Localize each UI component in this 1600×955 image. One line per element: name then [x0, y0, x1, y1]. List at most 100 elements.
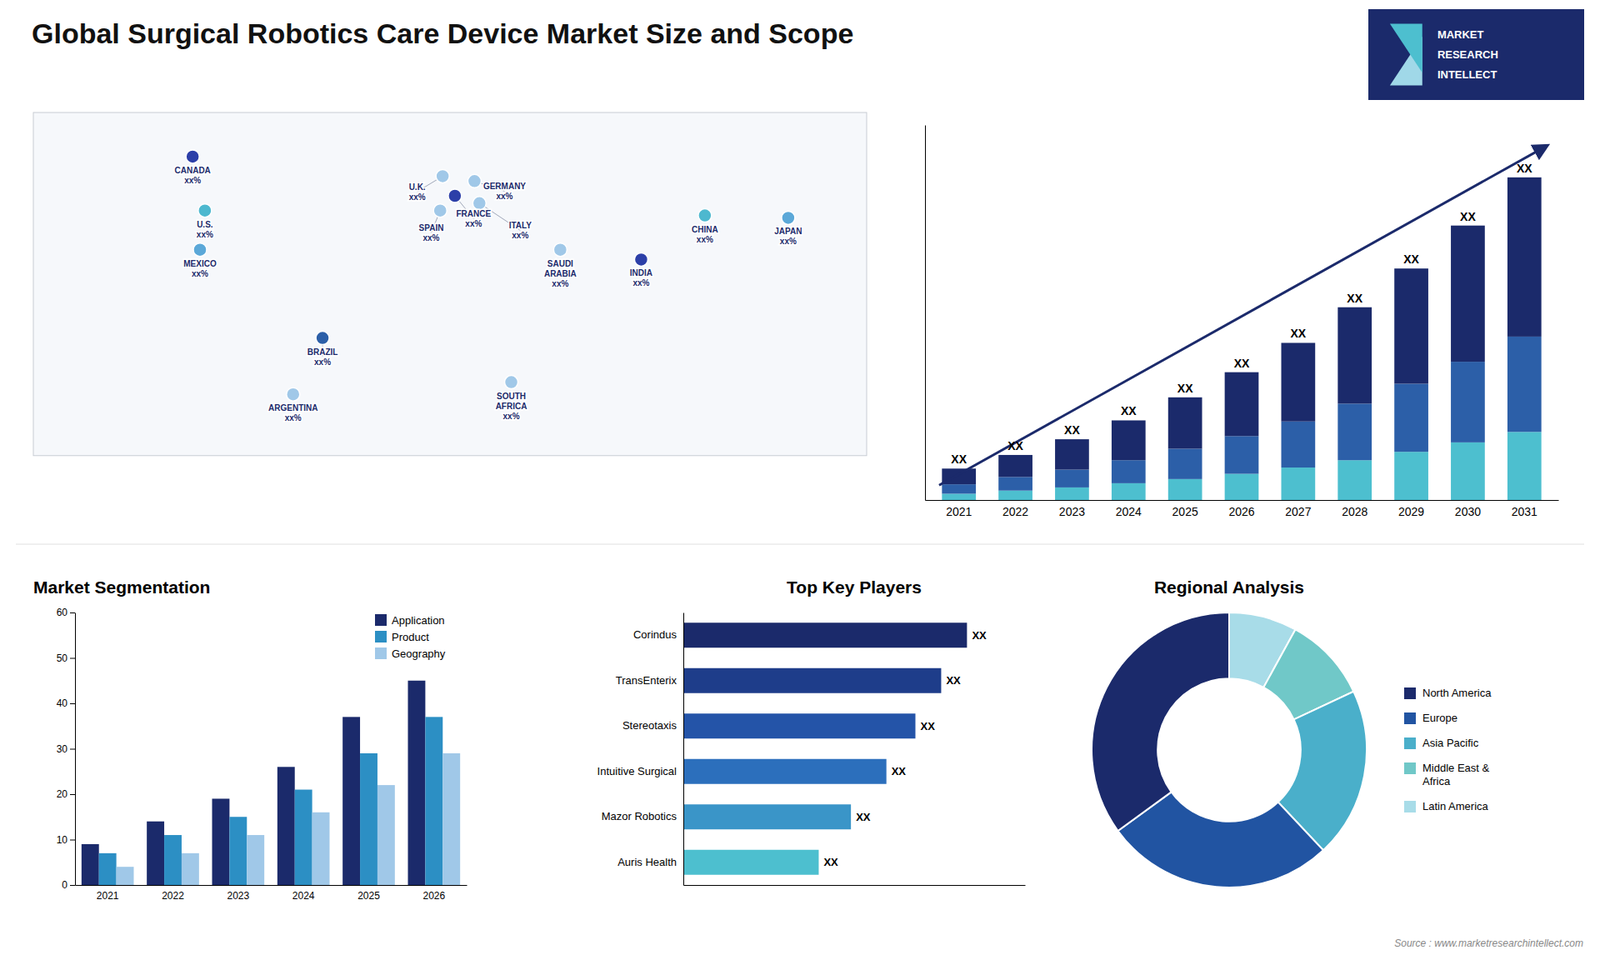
tick-label: 2026	[1228, 505, 1255, 519]
country-marker	[781, 210, 795, 225]
tick-label: 2027	[1285, 505, 1311, 519]
tick: 2027	[1285, 500, 1311, 519]
tick-label: TransEnterix	[615, 674, 678, 687]
chart-title: Top Key Players	[786, 577, 922, 597]
bars	[683, 622, 967, 875]
axis	[925, 125, 926, 501]
legend-label: Latin America	[1422, 800, 1490, 813]
donut-chart: Regional Analysis North America Europe Asia…	[1091, 577, 1492, 888]
text-line: xx%	[191, 269, 209, 279]
bar	[81, 844, 100, 885]
bar	[181, 853, 200, 885]
country-label: SPAINxx%	[419, 223, 445, 243]
tick-label: 2022	[1002, 505, 1029, 519]
text-line: ARGENTINA	[268, 403, 318, 413]
country-marker	[435, 169, 450, 183]
logo: MARKETRESEARCHINTELLECT	[1368, 9, 1585, 100]
slices	[1091, 612, 1367, 888]
bar	[146, 821, 165, 885]
text-line: BRAZIL	[307, 347, 339, 357]
bar	[683, 713, 915, 739]
legend-label: Geography	[391, 647, 446, 660]
tick: 40	[56, 697, 75, 710]
tick: 2029	[1398, 500, 1425, 519]
chart-title: Regional Analysis	[1154, 577, 1305, 597]
legend-swatch	[1404, 762, 1416, 775]
logo-text: INTELLECT	[1437, 68, 1498, 81]
text-line: Europe	[1422, 711, 1458, 725]
legend-swatch	[375, 630, 387, 643]
tick-label: 2021	[945, 505, 972, 519]
tick-label: 10	[56, 834, 69, 846]
bar	[442, 753, 460, 885]
bar-segment	[1507, 177, 1542, 337]
bar	[295, 790, 313, 885]
bar-segment	[1111, 483, 1146, 500]
country-marker	[448, 189, 462, 203]
axis: CorindusTransEnterixStereotaxisIntuitive…	[597, 613, 685, 886]
text-line: xx%	[495, 191, 513, 201]
text-line: GERMANY	[483, 181, 526, 191]
tick-label: 2028	[1341, 505, 1368, 519]
bar-segment	[1450, 361, 1485, 443]
country-label: BRAZILxx%	[307, 347, 339, 367]
bar-segment	[1281, 467, 1316, 500]
country-label: SAUDIARABIAxx%	[544, 259, 577, 289]
bar-segment	[1225, 474, 1260, 500]
bars	[81, 680, 460, 885]
tick-label: 2031	[1511, 505, 1538, 519]
bar	[246, 835, 265, 885]
text-line: ARABIA	[544, 269, 577, 279]
map-markers	[185, 150, 795, 401]
bar-segment	[998, 476, 1033, 490]
legend: ApplicationProductGeography	[375, 614, 446, 660]
text-line: MEXICO	[183, 259, 217, 269]
legend-item: Latin America	[1404, 800, 1490, 813]
country-marker	[286, 387, 300, 401]
tick: 2025	[357, 885, 380, 902]
tick: 2025	[1172, 500, 1199, 519]
bar-segment	[1394, 383, 1429, 452]
bar-segment	[1111, 460, 1146, 484]
country-label: ARGENTINAxx%	[268, 403, 318, 423]
country-marker	[467, 174, 481, 188]
bar-annotation: XX	[891, 765, 907, 778]
bar	[342, 716, 360, 885]
bar	[683, 622, 967, 648]
bar-annotation: XX	[1064, 423, 1080, 437]
tick-label: 2024	[1115, 505, 1142, 519]
country-marker	[315, 331, 330, 345]
text-line: Asia Pacific	[1422, 736, 1480, 750]
tick-label: Corindus	[633, 628, 678, 641]
bar-annotation: XX	[950, 452, 967, 466]
tick-line	[70, 658, 75, 660]
legend-swatch	[375, 647, 387, 660]
axis-line	[683, 613, 685, 886]
tick-line	[70, 794, 75, 795]
bar-segment	[941, 484, 976, 494]
tick: 2022	[1002, 500, 1029, 519]
bar-annotation: XX	[823, 855, 839, 869]
source: Source : www.marketresearchintellect.com	[1394, 937, 1584, 950]
bar-segment	[998, 490, 1033, 500]
country-label: SOUTHAFRICAxx%	[495, 391, 528, 421]
bar-segment	[1055, 439, 1090, 470]
legend-label: Product	[391, 630, 430, 644]
legend-item: North America	[1404, 686, 1492, 700]
text-line: SOUTH	[496, 391, 526, 401]
tick: Corindus	[633, 628, 684, 641]
tick: 2024	[1115, 500, 1142, 519]
tick: 2028	[1341, 500, 1368, 519]
tick-line	[70, 885, 75, 886]
text-line: xx%	[696, 235, 714, 245]
tick-label: Intuitive Surgical	[597, 765, 677, 778]
country-marker	[472, 196, 486, 210]
bar-annotation: XX	[1460, 210, 1476, 224]
tick: 2023	[226, 885, 250, 902]
tick-line	[70, 612, 75, 614]
bar-annotation: XX	[945, 674, 961, 687]
country-label: MEXICOxx%	[183, 259, 217, 279]
text-line: SPAIN	[419, 223, 445, 233]
bar-annotation: XX	[971, 629, 987, 642]
text-line: ITALY	[509, 220, 533, 230]
